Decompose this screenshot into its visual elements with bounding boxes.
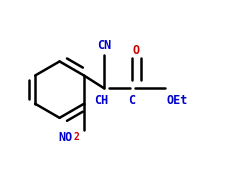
Text: CH: CH xyxy=(94,94,108,107)
Text: O: O xyxy=(133,44,140,57)
Text: NO: NO xyxy=(58,131,72,144)
Text: 2: 2 xyxy=(74,132,79,142)
Text: C: C xyxy=(128,94,135,107)
Text: CN: CN xyxy=(97,39,111,52)
Text: OEt: OEt xyxy=(166,94,188,107)
